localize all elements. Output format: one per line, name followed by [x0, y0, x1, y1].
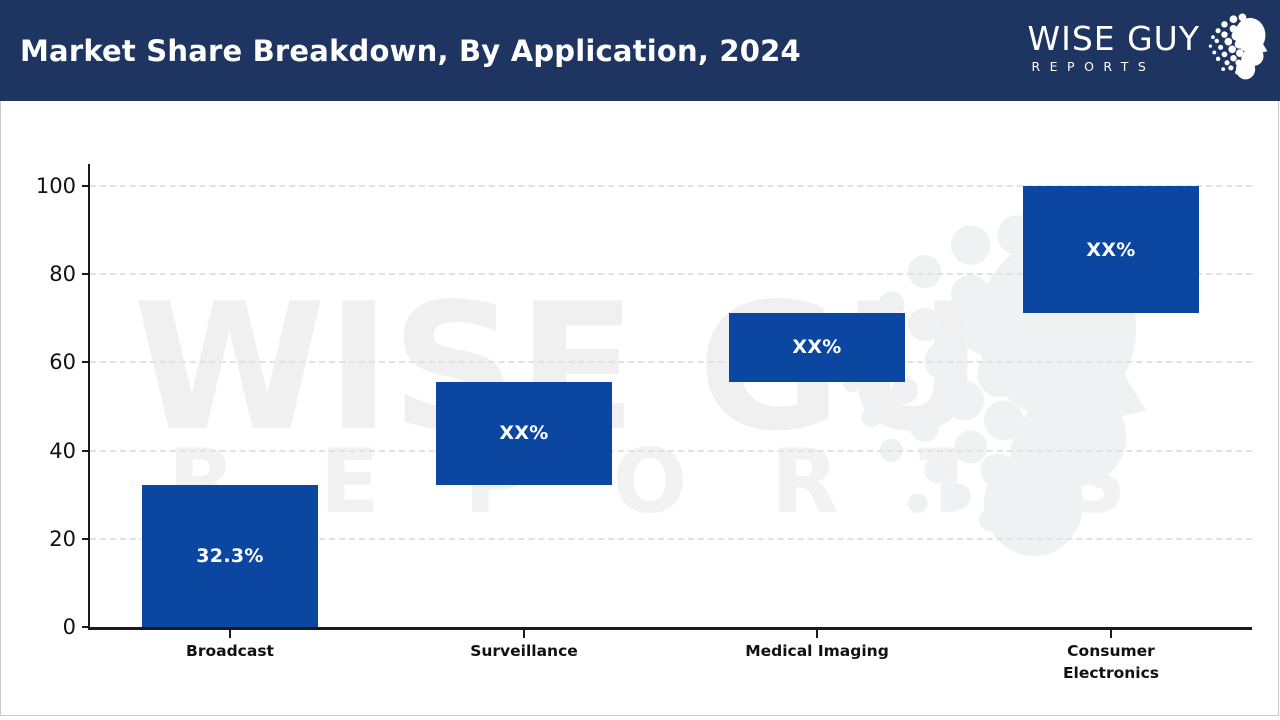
logo-brand-text: WISE GUY [1027, 19, 1200, 58]
logo-reports-text: REPORTS [1031, 59, 1156, 74]
y-tick-40 [82, 449, 90, 452]
gridline-100 [90, 185, 1252, 187]
x-axis [88, 627, 1252, 630]
y-tick-100 [82, 185, 90, 187]
bar-value-label: 32.3% [196, 544, 264, 567]
y-tick-label: 100 [35, 174, 76, 198]
x-tick-2 [816, 630, 818, 638]
bar-surveillance: XX% [436, 381, 612, 485]
y-tick-label: 20 [49, 526, 76, 551]
header-bar: Market Share Breakdown, By Application, … [0, 0, 1280, 101]
x-tick-label: Surveillance [470, 642, 578, 660]
plot-area: 0 20 40 60 80 100 32.3% Broadcast XX% Surveillanc… [0, 101, 1280, 720]
y-tick-label: 80 [49, 262, 76, 287]
bar-consumer-electronics: XX% [1023, 186, 1199, 313]
gridline-40 [90, 449, 1252, 452]
page-title: Market Share Breakdown, By Application, … [20, 33, 801, 68]
logo-head-icon [1208, 13, 1268, 80]
x-tick-label: Medical Imaging [745, 642, 889, 660]
y-tick-60 [82, 361, 90, 364]
logo-text: WISE GUY REPORTS [1027, 22, 1200, 74]
x-tick-3 [1110, 630, 1112, 638]
y-tick-label: 60 [49, 350, 76, 375]
bar-value-label: XX% [499, 422, 549, 445]
bar-medical-imaging: XX% [729, 313, 905, 382]
x-tick-label: Consumer Electronics [1062, 642, 1160, 682]
y-axis [88, 164, 90, 630]
bar-value-label: XX% [1086, 238, 1136, 261]
y-tick-20 [82, 537, 90, 540]
bar-broadcast: 32.3% [142, 484, 318, 627]
bar-value-label: XX% [792, 336, 842, 359]
y-tick-80 [82, 273, 90, 276]
y-tick-0 [82, 626, 90, 628]
x-tick-label: Broadcast [186, 642, 274, 660]
gridline-60 [90, 361, 1252, 364]
watermark-head-icon [843, 215, 1147, 557]
x-tick-0 [229, 630, 231, 638]
gridline-80 [90, 273, 1252, 276]
x-tick-1 [523, 630, 525, 638]
y-tick-label: 0 [62, 615, 76, 639]
y-tick-label: 40 [49, 438, 76, 463]
gridline-20 [90, 537, 1252, 540]
wiseguy-logo: WISE GUY REPORTS [1027, 6, 1268, 90]
